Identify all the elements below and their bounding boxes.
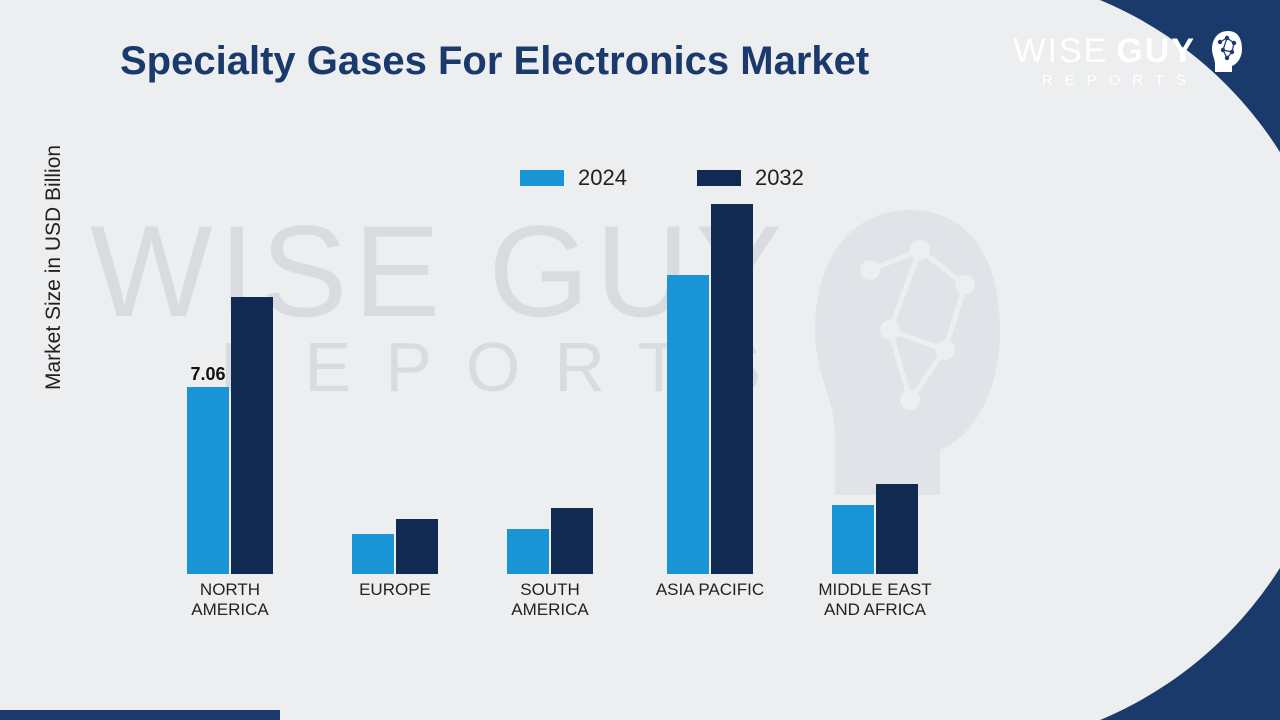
category-label: SOUTH AMERICA [485,580,615,619]
bar-2024 [667,275,709,574]
plot-area: NORTH AMERICA7.06 EUROPESOUTH AMERICAASIA… [140,205,940,575]
bar-2032 [711,204,753,574]
category-label: NORTH AMERICA [165,580,295,619]
category-label: EUROPE [330,580,460,600]
bar-2032 [396,519,438,575]
bar-group: NORTH AMERICA7.06 [155,297,305,575]
bar-group: ASIA PACIFIC [635,204,785,574]
legend-swatch-2024 [520,170,564,186]
category-label: ASIA PACIFIC [645,580,775,600]
brand-word-1: WISE [1013,32,1108,71]
legend-item-2024: 2024 [520,165,627,191]
legend-item-2032: 2032 [697,165,804,191]
brand-logo: WISE GUY REPORTS [990,28,1250,89]
bar-2032 [231,297,273,575]
bar-group: SOUTH AMERICA [475,508,625,574]
bar-2032 [876,484,918,574]
brand-head-icon [1204,28,1250,74]
category-label: MIDDLE EAST AND AFRICA [810,580,940,619]
bar-chart: Market Size in USD Billion 2024 2032 NOR… [90,170,960,610]
brand-word-2: GUY [1116,32,1196,71]
bar-value-label: 7.06 [190,364,225,385]
chart-title: Specialty Gases For Electronics Market [120,38,869,84]
bar-2032 [551,508,593,574]
accent-bar [0,710,280,720]
bar-group: EUROPE [320,519,470,575]
page: WISE GUY REPORTS Specialty Gases For Ele… [0,0,1280,720]
bar-2024 [352,534,394,574]
chart-legend: 2024 2032 [520,165,804,191]
legend-label-2032: 2032 [755,165,804,191]
legend-label-2024: 2024 [578,165,627,191]
brand-subtitle: REPORTS [990,72,1250,89]
legend-swatch-2032 [697,170,741,186]
y-axis-label: Market Size in USD Billion [42,145,66,390]
bar-group: MIDDLE EAST AND AFRICA [800,484,950,574]
bar-2024 [507,529,549,574]
bar-2024 [187,387,229,574]
bar-2024 [832,505,874,574]
